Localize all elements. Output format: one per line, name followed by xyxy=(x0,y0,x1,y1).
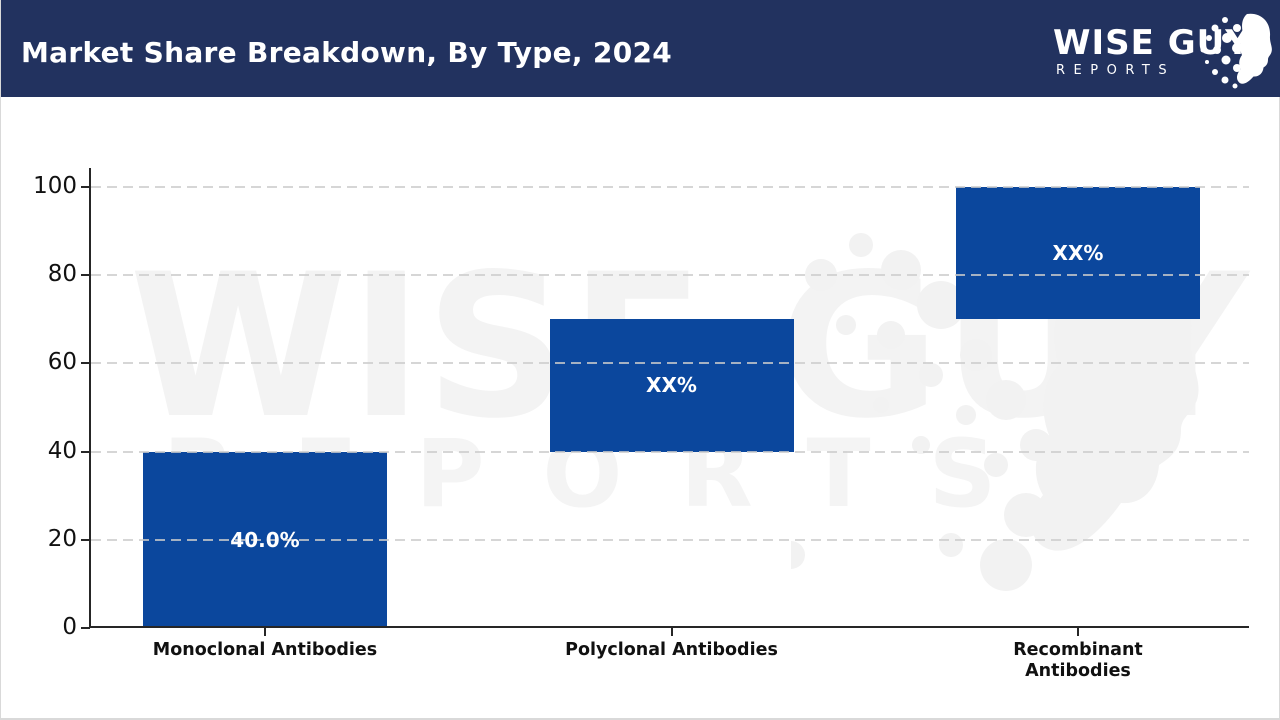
gridline xyxy=(91,186,1249,188)
x-axis-label: Polyclonal Antibodies xyxy=(565,640,778,660)
gridline xyxy=(91,274,1249,277)
y-axis-tick xyxy=(81,274,90,277)
brand-logo: WISE GUY REPORTS xyxy=(1023,8,1273,92)
y-axis-tick xyxy=(81,450,90,453)
x-axis-tick xyxy=(264,628,266,636)
bar-value-label: XX% xyxy=(1052,241,1104,266)
x-axis-tick xyxy=(670,628,673,636)
y-axis-tick xyxy=(81,627,90,629)
y-tick-label: 100 xyxy=(33,173,77,199)
bar-value-label: XX% xyxy=(646,373,697,398)
y-axis-line xyxy=(89,168,91,628)
brand-logo-name: WISE GUY xyxy=(1053,23,1251,63)
x-axis-line xyxy=(89,626,1249,628)
y-axis-tick xyxy=(81,362,90,365)
y-tick-label: 0 xyxy=(62,614,77,640)
y-axis-tick xyxy=(81,186,90,188)
brand-logo-subtitle: REPORTS xyxy=(1056,63,1176,78)
x-axis-label: Monoclonal Antibodies xyxy=(152,640,378,660)
brand-logo-text: WISE GUY REPORTS xyxy=(1053,26,1251,78)
y-tick-label: 20 xyxy=(47,525,77,552)
gridline xyxy=(91,362,1249,365)
gridline xyxy=(91,450,1249,453)
y-axis-tick xyxy=(81,538,90,541)
bar-segment xyxy=(549,319,794,452)
plot-area: 40.0% XX% XX% 0 20 40 60 80 100 Monoclonal Antibo… xyxy=(1,97,1280,720)
x-axis-tick xyxy=(1077,628,1079,636)
page-title: Market Share Breakdown, By Type, 2024 xyxy=(21,36,673,69)
brand-logo-head-icon xyxy=(1200,13,1272,89)
bar-segment xyxy=(956,187,1200,320)
x-axis-label: Recombinant Antibodies xyxy=(1013,640,1143,681)
y-tick-label: 80 xyxy=(47,261,77,288)
watermark-dotted-head-graphic xyxy=(791,233,1199,591)
bar-value-label: 40.0% xyxy=(230,527,300,552)
gridline xyxy=(91,538,1249,541)
header-banner: Market Share Breakdown, By Type, 2024 WI… xyxy=(1,0,1280,97)
y-tick-label: 40 xyxy=(47,437,77,464)
y-tick-label: 60 xyxy=(47,349,77,376)
